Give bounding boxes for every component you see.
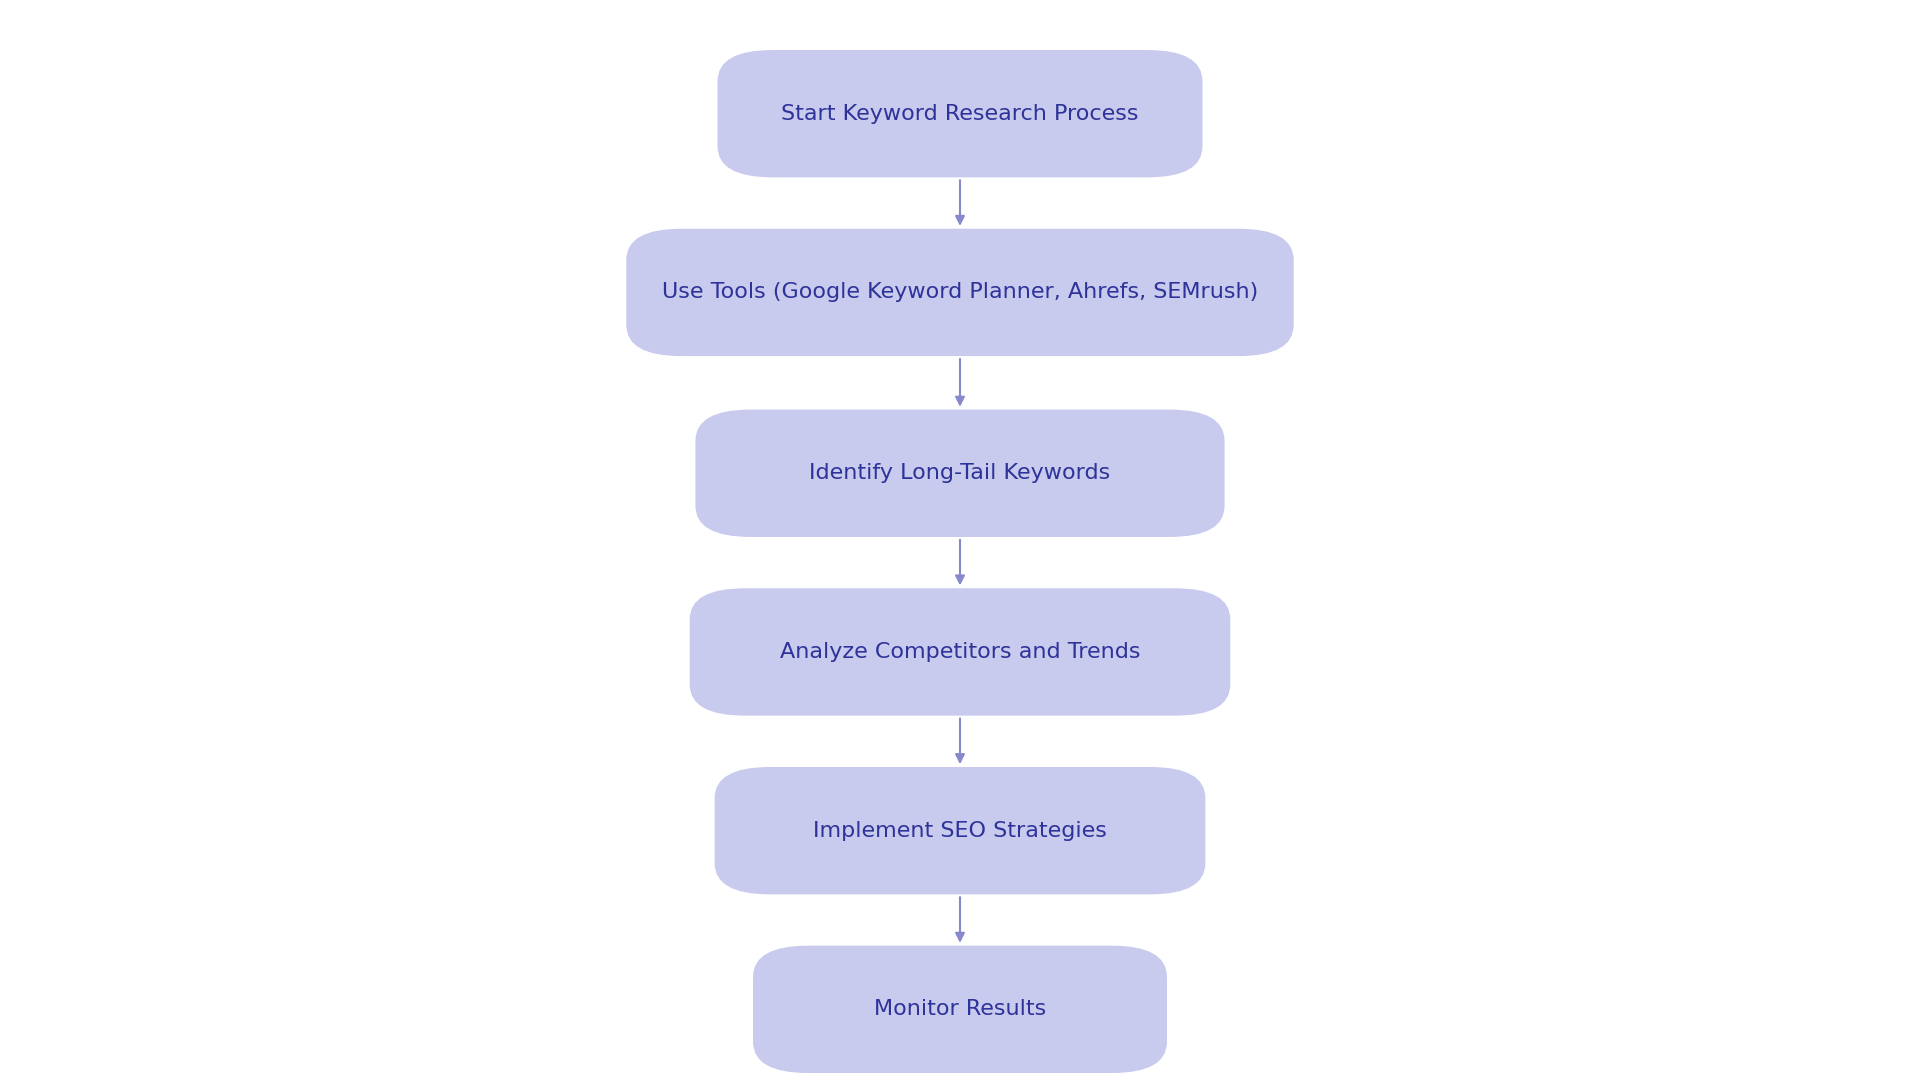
FancyBboxPatch shape xyxy=(689,588,1231,716)
Text: Analyze Competitors and Trends: Analyze Competitors and Trends xyxy=(780,642,1140,662)
FancyBboxPatch shape xyxy=(718,50,1202,178)
FancyBboxPatch shape xyxy=(753,945,1167,1073)
Text: Monitor Results: Monitor Results xyxy=(874,1000,1046,1019)
FancyBboxPatch shape xyxy=(626,229,1294,356)
Text: Implement SEO Strategies: Implement SEO Strategies xyxy=(812,821,1108,840)
Text: Start Keyword Research Process: Start Keyword Research Process xyxy=(781,104,1139,123)
Text: Use Tools (Google Keyword Planner, Ahrefs, SEMrush): Use Tools (Google Keyword Planner, Ahref… xyxy=(662,283,1258,302)
FancyBboxPatch shape xyxy=(695,409,1225,537)
FancyBboxPatch shape xyxy=(714,767,1206,895)
Text: Identify Long-Tail Keywords: Identify Long-Tail Keywords xyxy=(810,464,1110,483)
